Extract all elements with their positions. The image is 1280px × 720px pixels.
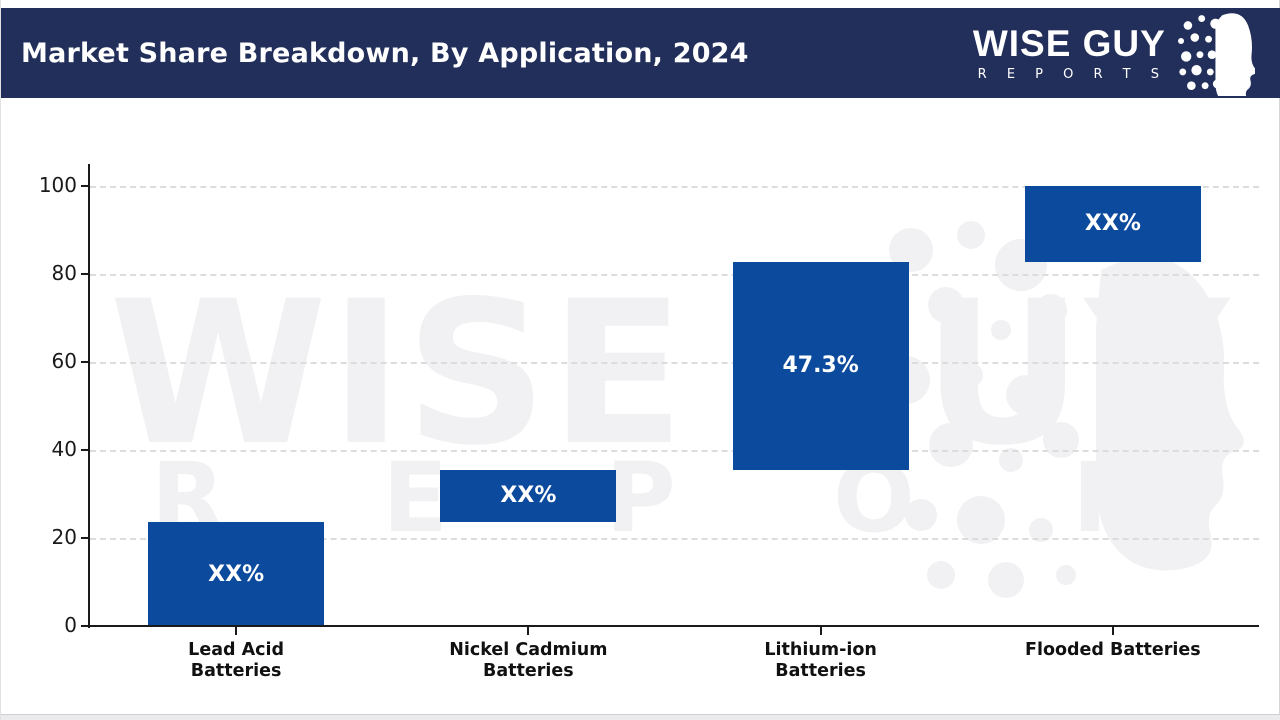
bar-value-label: XX% — [208, 561, 265, 587]
brand-logo: WISE GUY R E P O R T S — [972, 10, 1255, 96]
bar-segment-2: 47.3% — [732, 261, 909, 470]
category-label-2: Lithium-ion Batteries — [764, 640, 877, 682]
gridline-80 — [90, 274, 1259, 276]
gridline-100 — [90, 186, 1259, 188]
y-tick-label-100: 100 — [38, 173, 77, 197]
y-tick-mark-20 — [81, 537, 88, 539]
y-tick-mark-40 — [81, 449, 88, 451]
x-tick-mark-0 — [235, 627, 238, 635]
gridline-20 — [90, 538, 1259, 540]
y-tick-label-0: 0 — [64, 613, 77, 637]
watermark-reports-text: R E P O R T S — [151, 442, 1280, 554]
bar-segment-3: XX% — [1024, 186, 1201, 262]
x-axis-line — [88, 625, 1259, 627]
y-tick-label-60: 60 — [51, 349, 77, 373]
x-tick-mark-2 — [819, 627, 822, 635]
category-label-1: Nickel Cadmium Batteries — [449, 640, 608, 682]
category-label-0: Lead Acid Batteries — [188, 640, 285, 682]
x-tick-mark-3 — [1111, 627, 1114, 635]
y-tick-mark-100 — [81, 185, 88, 187]
y-tick-label-80: 80 — [51, 261, 77, 285]
y-tick-label-20: 20 — [51, 525, 77, 549]
y-tick-mark-60 — [81, 361, 88, 363]
y-tick-mark-80 — [81, 273, 88, 275]
category-label-3: Flooded Batteries — [1025, 640, 1201, 660]
bar-value-label: XX% — [1084, 211, 1141, 237]
bar-value-label: XX% — [500, 483, 557, 509]
y-tick-label-40: 40 — [51, 437, 77, 461]
gridline-40 — [90, 450, 1259, 452]
x-tick-mark-1 — [527, 627, 530, 635]
header-bar: Market Share Breakdown, By Application, … — [1, 8, 1280, 98]
window-bottom-edge — [1, 714, 1280, 720]
bar-value-label: 47.3% — [782, 353, 859, 379]
logo-subtext: R E P O R T S — [977, 67, 1167, 82]
logo-wordmark: WISE GUY — [972, 23, 1166, 64]
gridline-60 — [90, 362, 1259, 364]
y-axis-line — [88, 164, 90, 628]
page-title: Market Share Breakdown, By Application, … — [21, 37, 749, 69]
bar-segment-1: XX% — [440, 469, 617, 523]
logo-face-icon — [1178, 13, 1255, 96]
y-tick-mark-0 — [81, 625, 88, 627]
bar-segment-0: XX% — [148, 522, 325, 626]
plot-area: XX% XX% 47.3% XX% — [90, 164, 1259, 626]
